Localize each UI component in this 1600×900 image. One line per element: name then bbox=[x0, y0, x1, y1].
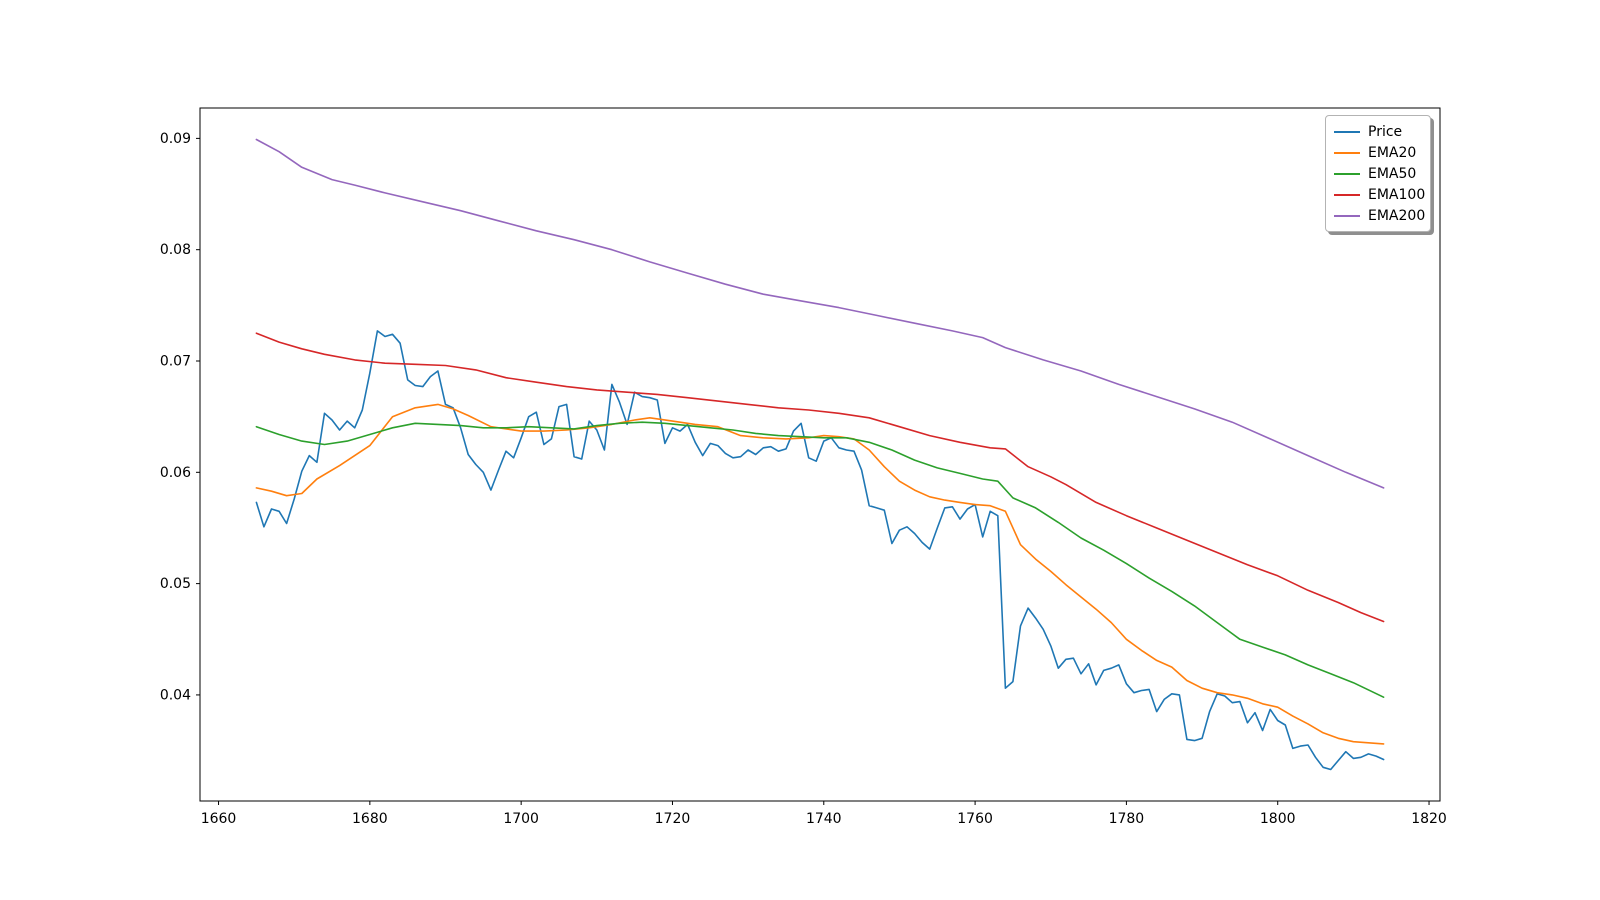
y-tick-label: 0.08 bbox=[160, 242, 191, 258]
legend-label-price: Price bbox=[1368, 123, 1403, 140]
legend-line-sample-ema200 bbox=[1334, 214, 1360, 217]
series-line-ema20 bbox=[255, 403, 1385, 745]
x-tick-label: 1760 bbox=[957, 811, 993, 827]
y-tick-label: 0.07 bbox=[160, 354, 191, 370]
x-tick-label: 1680 bbox=[352, 811, 388, 827]
legend-label-ema200: EMA200 bbox=[1368, 207, 1426, 224]
x-tick-label: 1820 bbox=[1411, 811, 1447, 827]
y-tick-label: 0.04 bbox=[160, 687, 191, 703]
axes-spines bbox=[199, 107, 1441, 802]
x-tick-label: 1700 bbox=[503, 811, 539, 827]
series-line-ema50 bbox=[255, 421, 1385, 699]
x-tick-label: 1660 bbox=[201, 811, 237, 827]
series-line-price bbox=[255, 330, 1385, 771]
x-tick-label: 1720 bbox=[655, 811, 691, 827]
x-tick-label: 1780 bbox=[1109, 811, 1145, 827]
legend-item-ema200: EMA200 bbox=[1334, 205, 1426, 226]
y-tick-label: 0.06 bbox=[160, 465, 191, 481]
series-line-ema100 bbox=[255, 332, 1385, 623]
legend: Price EMA20 EMA50 EMA100 EMA200 bbox=[1325, 115, 1431, 232]
series-line-ema200 bbox=[255, 138, 1385, 489]
x-tick-label: 1800 bbox=[1260, 811, 1296, 827]
legend-label-ema50: EMA50 bbox=[1368, 165, 1417, 182]
legend-line-sample-price bbox=[1334, 130, 1360, 133]
legend-label-ema100: EMA100 bbox=[1368, 186, 1426, 203]
y-tick-label: 0.05 bbox=[160, 576, 191, 592]
legend-item-price: Price bbox=[1334, 121, 1422, 142]
legend-label-ema20: EMA20 bbox=[1368, 144, 1417, 161]
legend-item-ema50: EMA50 bbox=[1334, 163, 1422, 184]
legend-item-ema100: EMA100 bbox=[1334, 184, 1426, 205]
legend-item-ema20: EMA20 bbox=[1334, 142, 1422, 163]
legend-line-sample-ema20 bbox=[1334, 151, 1360, 154]
legend-line-sample-ema50 bbox=[1334, 172, 1360, 175]
y-tick-label: 0.09 bbox=[160, 131, 191, 147]
x-tick-label: 1740 bbox=[806, 811, 842, 827]
legend-line-sample-ema100 bbox=[1334, 193, 1360, 196]
